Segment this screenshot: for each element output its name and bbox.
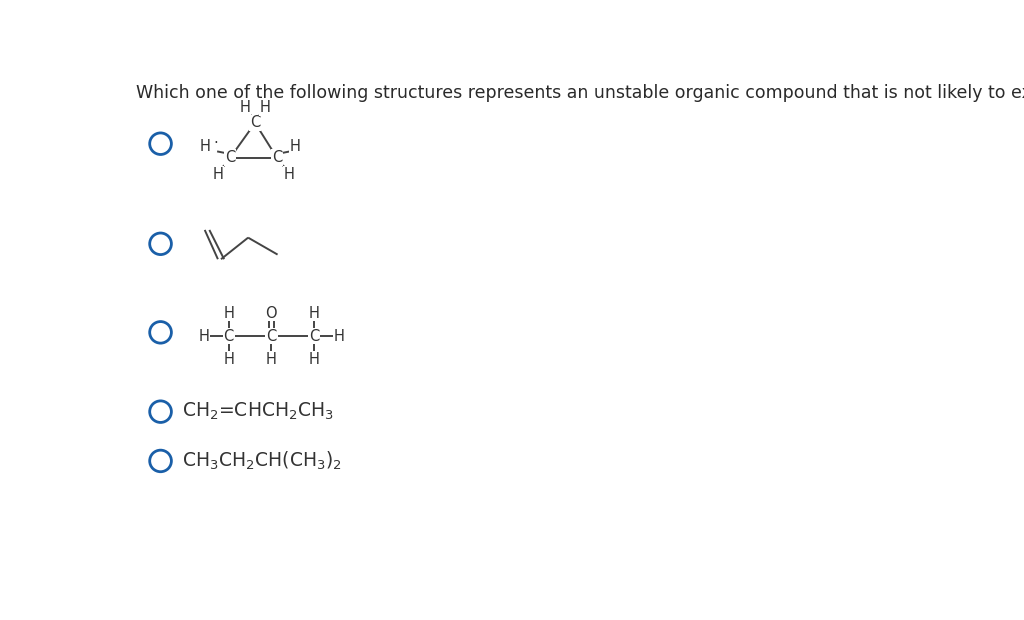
Text: H: H <box>200 138 210 154</box>
Text: C: C <box>266 329 276 343</box>
Text: H: H <box>266 352 276 367</box>
Text: H: H <box>284 167 295 182</box>
Text: C: C <box>271 150 282 165</box>
Text: H: H <box>223 352 234 367</box>
Text: H: H <box>308 352 319 367</box>
Text: H: H <box>290 138 301 154</box>
Text: H: H <box>240 100 251 115</box>
Text: C: C <box>250 115 260 130</box>
Text: H: H <box>212 167 223 182</box>
Text: .: . <box>213 131 218 146</box>
Text: Which one of the following structures represents an unstable organic compound th: Which one of the following structures re… <box>136 84 1024 102</box>
Text: H: H <box>223 306 234 321</box>
Text: H: H <box>308 306 319 321</box>
Text: CH$_2$=CHCH$_2$CH$_3$: CH$_2$=CHCH$_2$CH$_3$ <box>182 401 335 422</box>
Text: O: O <box>265 306 278 321</box>
Text: C: C <box>223 329 233 343</box>
Text: H: H <box>199 329 209 343</box>
Text: H: H <box>334 329 344 343</box>
Text: CH$_3$CH$_2$CH(CH$_3$)$_2$: CH$_3$CH$_2$CH(CH$_3$)$_2$ <box>182 450 342 472</box>
Text: C: C <box>225 150 236 165</box>
Text: H: H <box>260 100 270 115</box>
Text: C: C <box>309 329 319 343</box>
